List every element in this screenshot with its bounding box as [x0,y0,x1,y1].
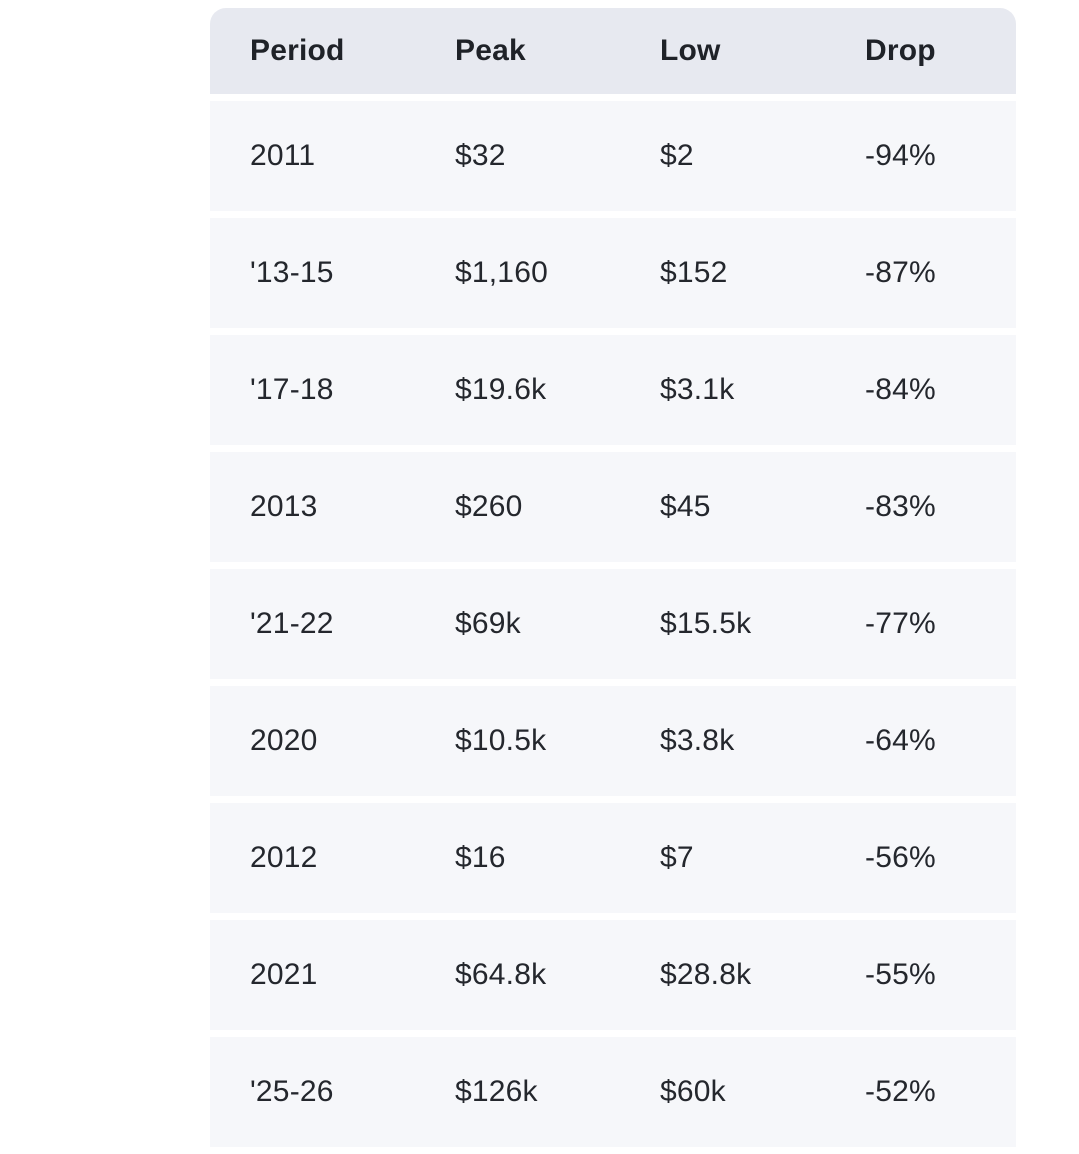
column-header-drop: Drop [865,34,936,67]
table-row: '17-18 $19.6k $3.1k -84% [210,335,1016,445]
table-row: 2021 $64.8k $28.8k -55% [210,920,1016,1030]
cell-peak: $10.5k [455,724,547,757]
cell-drop: -94% [865,139,936,172]
cell-peak: $126k [455,1075,538,1108]
cell-peak: $260 [455,490,523,523]
cell-drop: -52% [865,1075,936,1108]
table-row: 2011 $32 $2 -94% [210,101,1016,211]
cell-peak: $19.6k [455,373,547,406]
cell-period: 2021 [250,958,318,991]
cell-drop: -56% [865,841,936,874]
cell-low: $60k [660,1075,726,1108]
cell-low: $152 [660,256,728,289]
cell-period: '13-15 [250,256,334,289]
cell-peak: $32 [455,139,506,172]
table-row: 2013 $260 $45 -83% [210,452,1016,562]
cell-peak: $64.8k [455,958,547,991]
cell-low: $45 [660,490,711,523]
table-row: 2020 $10.5k $3.8k -64% [210,686,1016,796]
cell-drop: -77% [865,607,936,640]
cell-drop: -55% [865,958,936,991]
cell-drop: -64% [865,724,936,757]
cell-low: $2 [660,139,694,172]
drawdown-table: Period Peak Low Drop 2011 $32 $2 -94% '1… [210,8,1016,1154]
cell-period: 2011 [250,139,316,172]
cell-low: $3.8k [660,724,735,757]
table-row: 2012 $16 $7 -56% [210,803,1016,913]
cell-drop: -83% [865,490,936,523]
cell-period: 2013 [250,490,318,523]
cell-low: $7 [660,841,694,874]
cell-period: 2012 [250,841,318,874]
column-header-period: Period [250,34,345,67]
column-header-low: Low [660,34,721,67]
cell-peak: $16 [455,841,506,874]
cell-low: $3.1k [660,373,735,406]
table-header-row: Period Peak Low Drop [210,8,1016,94]
cell-period: 2020 [250,724,318,757]
table-row: '21-22 $69k $15.5k -77% [210,569,1016,679]
cell-low: $28.8k [660,958,752,991]
cell-low: $15.5k [660,607,752,640]
cell-period: '21-22 [250,607,334,640]
table-row: '13-15 $1,160 $152 -87% [210,218,1016,328]
cell-peak: $1,160 [455,256,548,289]
cell-peak: $69k [455,607,521,640]
table-row: '25-26 $126k $60k -52% [210,1037,1016,1147]
cell-drop: -87% [865,256,936,289]
cell-period: '17-18 [250,373,334,406]
cell-drop: -84% [865,373,936,406]
cell-period: '25-26 [250,1075,334,1108]
column-header-peak: Peak [455,34,526,67]
